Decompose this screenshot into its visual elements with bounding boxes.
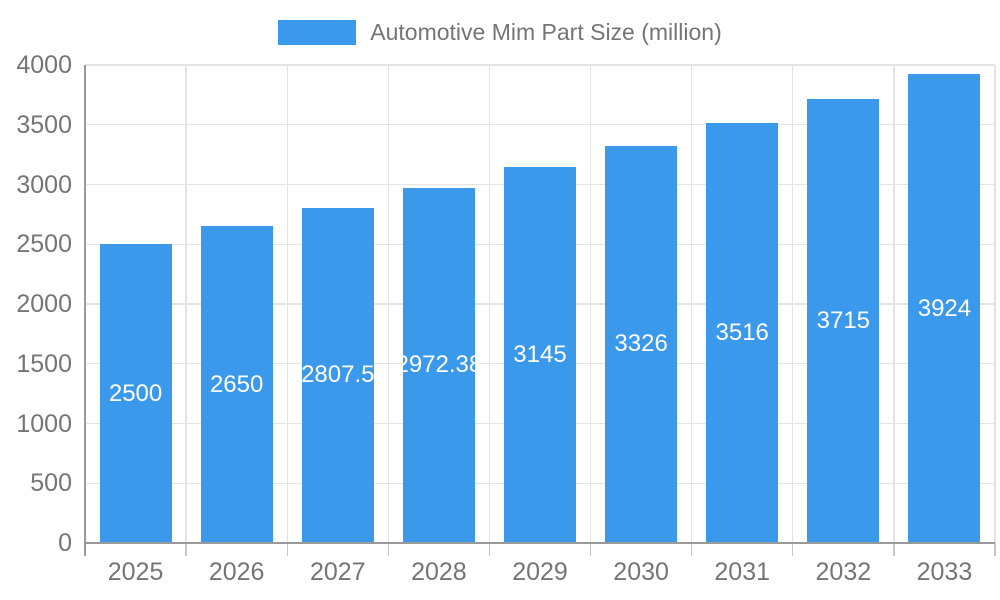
x-axis-tick (488, 543, 491, 556)
gridline-vertical (589, 65, 592, 543)
y-axis-tick-label: 500 (30, 469, 72, 498)
bar[interactable] (908, 74, 981, 543)
gridline-vertical (792, 65, 794, 543)
legend-label: Automotive Mim Part Size (million) (370, 18, 722, 45)
x-axis-line (84, 542, 995, 544)
bar[interactable] (200, 226, 273, 543)
gridline-vertical (387, 65, 389, 543)
bar[interactable] (807, 99, 880, 543)
bar-value-label: 3145 (513, 341, 567, 369)
y-axis-line (84, 65, 86, 556)
bar[interactable] (402, 187, 475, 543)
x-axis-tick-label: 2026 (208, 558, 265, 586)
bar-value-label: 3326 (614, 330, 668, 358)
bar[interactable] (706, 122, 779, 543)
x-axis-tick (792, 543, 794, 556)
y-axis-tick-label: 3500 (16, 110, 72, 139)
x-axis-tick-label: 2030 (613, 558, 669, 586)
bar-value-label: 2500 (108, 379, 163, 407)
x-axis-tick (185, 543, 187, 556)
gridline-vertical (994, 65, 996, 543)
x-axis-tick-label: 2027 (309, 558, 366, 586)
x-axis-tick (893, 543, 895, 556)
x-axis-tick-label: 2025 (107, 558, 164, 586)
x-axis-tick-label: 2031 (714, 558, 771, 586)
gridline-vertical (286, 65, 288, 543)
y-axis-tick-label: 3000 (16, 170, 72, 199)
x-axis-tick-label: 2029 (512, 558, 568, 586)
bar-value-label: 3715 (816, 307, 871, 335)
y-axis-tick-label: 0 (58, 529, 72, 557)
gridline-vertical (691, 65, 693, 543)
bar-value-label: 2972.38 (395, 351, 483, 379)
x-axis-tick-label: 2032 (815, 558, 872, 586)
bar[interactable] (301, 207, 374, 543)
gridline-vertical (893, 65, 895, 543)
y-axis-tick-label: 1500 (16, 349, 72, 378)
gridline-horizontal (85, 64, 995, 66)
gridline-vertical (488, 65, 491, 543)
bar[interactable] (504, 167, 576, 543)
x-axis-tick-label: 2028 (411, 558, 467, 586)
bar[interactable] (605, 145, 678, 543)
y-axis-tick-label: 2000 (16, 290, 72, 318)
gridline-horizontal (85, 124, 995, 126)
x-axis-tick (691, 543, 693, 556)
y-axis-tick-label: 1000 (16, 409, 72, 438)
x-axis-tick (589, 543, 592, 556)
x-axis-tick-label: 2033 (916, 558, 973, 586)
x-axis-tick (286, 543, 288, 556)
x-axis-tick (994, 543, 996, 556)
y-axis-tick-label: 4000 (16, 51, 72, 79)
legend[interactable]: Automotive Mim Part Size (million) (0, 17, 1000, 47)
y-axis-tick-label: 2500 (16, 230, 72, 259)
bar-value-label: 2807.5 (301, 361, 375, 389)
bar[interactable] (99, 244, 172, 543)
bar-value-label: 2650 (209, 370, 264, 398)
bar-value-label: 3924 (917, 294, 972, 322)
x-axis-tick (387, 543, 389, 556)
legend-swatch (278, 19, 357, 45)
gridline-vertical (185, 65, 187, 543)
bar-value-label: 3516 (715, 318, 769, 346)
